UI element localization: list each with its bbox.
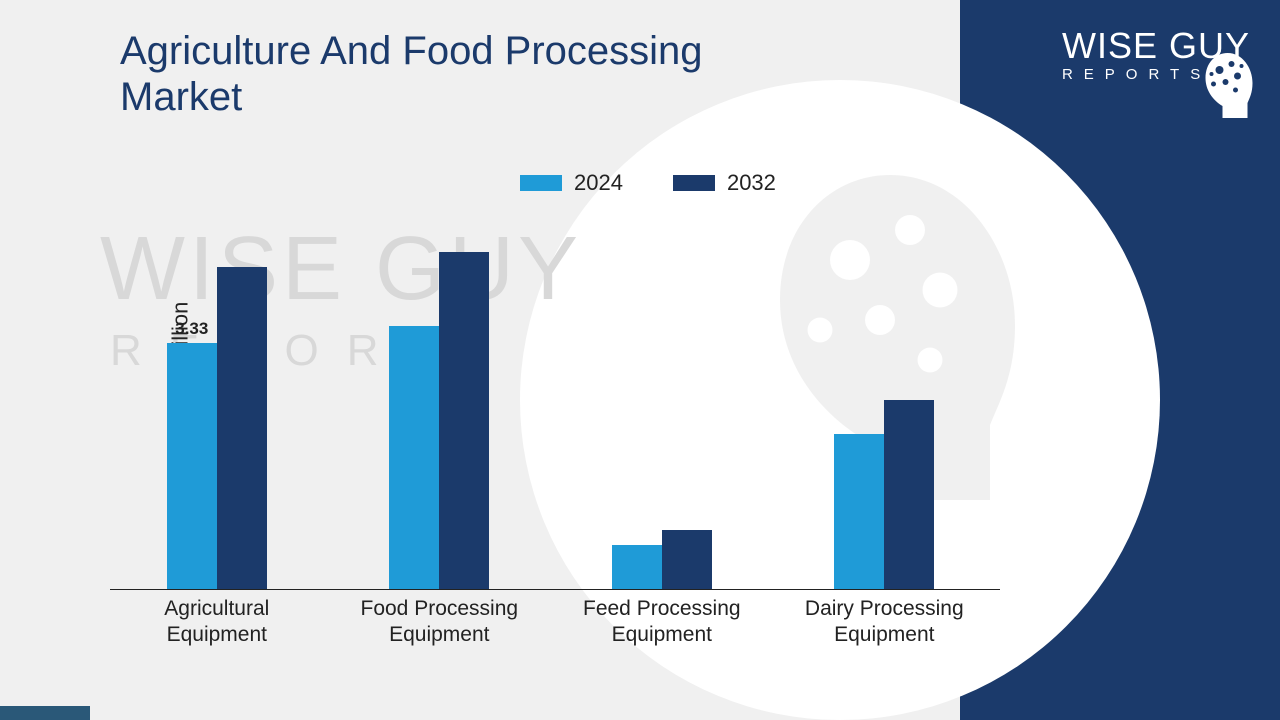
bar <box>612 545 662 589</box>
legend: 2024 2032 <box>520 170 776 196</box>
legend-label-2032: 2032 <box>727 170 776 196</box>
bar-group <box>369 252 509 589</box>
bar <box>884 400 934 589</box>
category-label: Feed Processing Equipment <box>582 596 742 649</box>
legend-swatch-2032 <box>673 175 715 191</box>
category-label: Dairy Processing Equipment <box>804 596 964 649</box>
bar <box>217 267 267 589</box>
chart-title: Agriculture And Food Processing Market <box>120 28 820 120</box>
bar <box>389 326 439 589</box>
bar <box>439 252 489 589</box>
legend-swatch-2024 <box>520 175 562 191</box>
bar-group: 3.33 <box>147 267 287 589</box>
bar <box>834 434 884 589</box>
legend-item-2024: 2024 <box>520 170 623 196</box>
category-label: Food Processing Equipment <box>359 596 519 649</box>
legend-label-2024: 2024 <box>574 170 623 196</box>
category-label: Agricultural Equipment <box>137 596 297 649</box>
chart-area: Market Size in USD Billion 2024 2032 3.3… <box>40 170 1000 690</box>
logo: WISE GUY REPORTS <box>1062 28 1250 83</box>
logo-head-icon <box>1195 48 1260 128</box>
bar-group <box>814 400 954 589</box>
bar-group <box>592 530 732 589</box>
plot-area: 3.33 <box>110 220 1000 590</box>
bar <box>662 530 712 589</box>
bar-value-label: 3.33 <box>167 319 217 339</box>
bottom-accent-bar <box>0 706 90 720</box>
bar: 3.33 <box>167 343 217 589</box>
legend-item-2032: 2032 <box>673 170 776 196</box>
